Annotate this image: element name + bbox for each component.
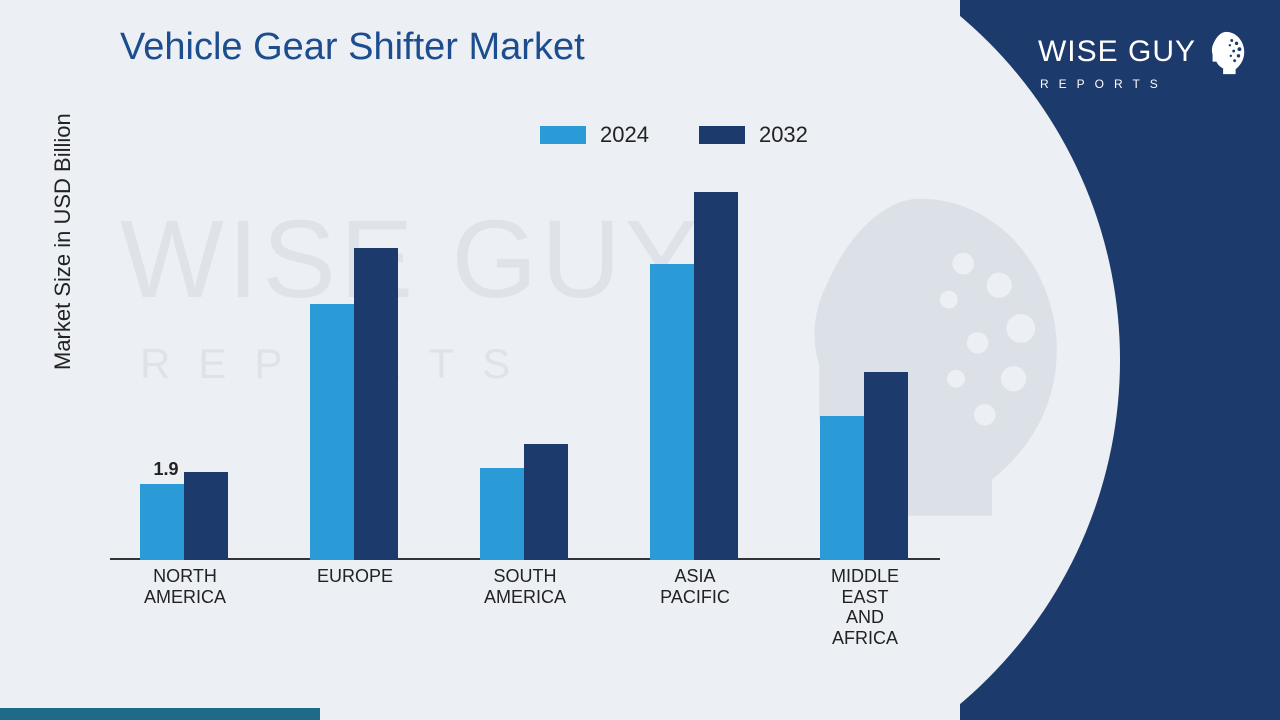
brand-line1: WISE GUY	[1038, 37, 1196, 67]
bar-2032	[864, 372, 908, 560]
legend: 2024 2032	[540, 122, 808, 148]
bar-2024	[480, 468, 524, 560]
footer-accent-bar	[0, 708, 320, 720]
bar-2024: 1.9	[140, 484, 184, 560]
category-label: ASIAPACIFIC	[630, 566, 760, 607]
brand-head-icon	[1202, 28, 1250, 76]
bar-2032	[524, 444, 568, 560]
legend-swatch-2024	[540, 126, 586, 144]
bar-2032	[354, 248, 398, 560]
y-axis-label: Market Size in USD Billion	[50, 113, 76, 370]
bar-2024	[820, 416, 864, 560]
legend-item-2032: 2032	[699, 122, 808, 148]
bar-2032	[184, 472, 228, 560]
brand-logo: WISE GUY REPORTS	[1038, 28, 1250, 90]
bar-2024	[310, 304, 354, 560]
legend-label-2032: 2032	[759, 122, 808, 148]
legend-item-2024: 2024	[540, 122, 649, 148]
category-label: MIDDLEEASTANDAFRICA	[800, 566, 930, 649]
chart-plot: 1.9	[110, 160, 940, 560]
category-label: NORTHAMERICA	[120, 566, 250, 607]
category-label: EUROPE	[290, 566, 420, 587]
legend-label-2024: 2024	[600, 122, 649, 148]
bar-2024	[650, 264, 694, 560]
chart-title: Vehicle Gear Shifter Market	[120, 26, 585, 69]
category-label: SOUTHAMERICA	[460, 566, 590, 607]
legend-swatch-2032	[699, 126, 745, 144]
brand-line2: REPORTS	[1038, 78, 1250, 90]
bar-2032	[694, 192, 738, 560]
